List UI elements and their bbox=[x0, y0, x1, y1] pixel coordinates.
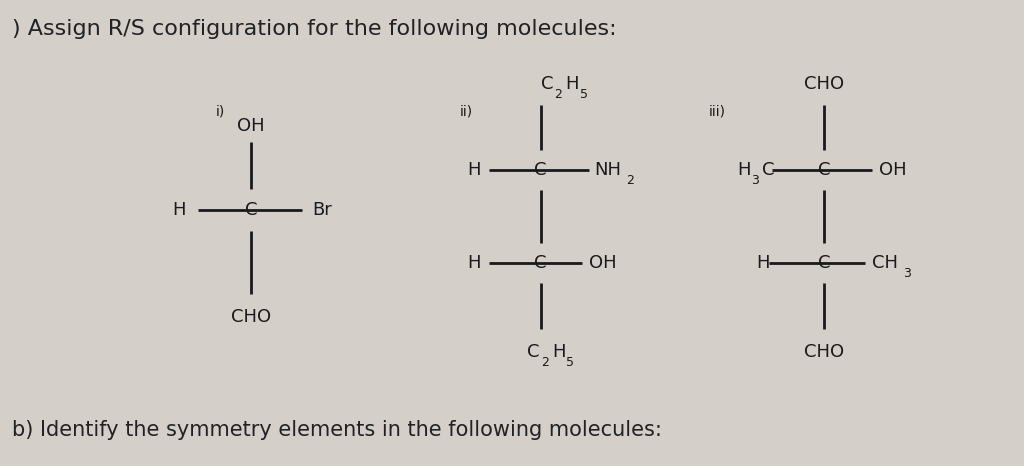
Text: CHO: CHO bbox=[230, 308, 271, 326]
Text: H: H bbox=[467, 161, 481, 179]
Text: 2: 2 bbox=[541, 356, 549, 369]
Text: 3: 3 bbox=[751, 174, 759, 187]
Text: Br: Br bbox=[312, 201, 333, 219]
Text: 2: 2 bbox=[554, 88, 562, 101]
Text: H: H bbox=[737, 161, 751, 179]
Text: OH: OH bbox=[589, 254, 616, 272]
Text: C: C bbox=[818, 161, 830, 179]
Text: 3: 3 bbox=[903, 267, 911, 280]
Text: C: C bbox=[762, 161, 774, 179]
Text: 5: 5 bbox=[566, 356, 574, 369]
Text: NH: NH bbox=[594, 161, 621, 179]
Text: C: C bbox=[818, 254, 830, 272]
Text: H: H bbox=[172, 201, 186, 219]
Text: CHO: CHO bbox=[804, 75, 845, 93]
Text: C: C bbox=[245, 201, 257, 219]
Text: OH: OH bbox=[238, 117, 264, 135]
Text: C: C bbox=[527, 343, 540, 361]
Text: OH: OH bbox=[879, 161, 906, 179]
Text: ii): ii) bbox=[460, 105, 472, 119]
Text: b) Identify the symmetry elements in the following molecules:: b) Identify the symmetry elements in the… bbox=[12, 420, 663, 440]
Text: C: C bbox=[535, 161, 547, 179]
Text: C: C bbox=[541, 75, 553, 93]
Text: iii): iii) bbox=[709, 105, 725, 119]
Text: H: H bbox=[756, 254, 770, 272]
Text: H: H bbox=[552, 343, 565, 361]
Text: CH: CH bbox=[872, 254, 898, 272]
Text: 5: 5 bbox=[580, 88, 588, 101]
Text: ) Assign R/S configuration for the following molecules:: ) Assign R/S configuration for the follo… bbox=[12, 19, 616, 39]
Text: CHO: CHO bbox=[804, 343, 845, 361]
Text: H: H bbox=[467, 254, 481, 272]
Text: i): i) bbox=[215, 105, 225, 119]
Text: 2: 2 bbox=[626, 174, 634, 187]
Text: C: C bbox=[535, 254, 547, 272]
Text: H: H bbox=[565, 75, 579, 93]
